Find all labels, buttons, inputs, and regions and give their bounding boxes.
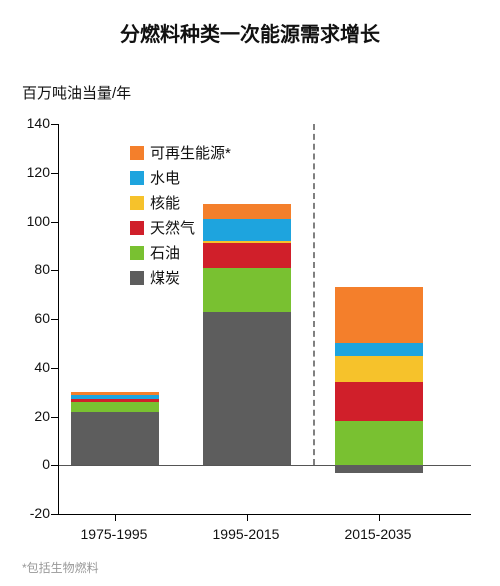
- legend: 可再生能源* 水电核能天然气石油煤炭: [130, 142, 231, 292]
- plot-area: [58, 124, 471, 515]
- legend-swatch: [130, 171, 144, 185]
- legend-item-gas: 天然气: [130, 217, 231, 238]
- legend-label: 核能: [150, 192, 180, 213]
- legend-label: 水电: [150, 167, 180, 188]
- y-tick: [51, 368, 59, 369]
- x-axis-label: 2015-2035: [328, 526, 428, 542]
- y-tick: [51, 124, 59, 125]
- chart-container: 分燃料种类一次能源需求增长 百万吨油当量/年 可再生能源* 水电核能天然气石油煤炭…: [0, 0, 500, 586]
- x-tick: [115, 514, 116, 521]
- legend-label: 石油: [150, 242, 180, 263]
- x-tick: [379, 514, 380, 521]
- legend-label: 煤炭: [150, 267, 180, 288]
- y-tick-label: 40: [14, 359, 50, 375]
- legend-item-nuclear: 核能: [130, 192, 231, 213]
- legend-label: 可再生能源*: [150, 142, 231, 163]
- y-tick: [51, 270, 59, 271]
- legend-swatch: [130, 146, 144, 160]
- bar-segment-oil: [71, 402, 159, 412]
- bar-segment-nuclear: [335, 356, 423, 383]
- y-tick: [51, 465, 59, 466]
- footnote: *包括生物燃料: [22, 559, 99, 576]
- y-tick: [51, 222, 59, 223]
- y-tick: [51, 319, 59, 320]
- y-tick: [51, 514, 59, 515]
- y-tick-label: 140: [14, 115, 50, 131]
- y-tick-label: 80: [14, 261, 50, 277]
- bar-segment-renewable: [335, 287, 423, 343]
- bar-segment-coal: [71, 412, 159, 466]
- bar-segment-hydro: [335, 343, 423, 355]
- forecast-divider: [313, 124, 315, 465]
- bar-segment-gas: [71, 399, 159, 401]
- y-axis-label: 百万吨油当量/年: [22, 82, 131, 103]
- legend-swatch: [130, 221, 144, 235]
- legend-item-hydro: 水电: [130, 167, 231, 188]
- bar-segment-coal: [203, 312, 291, 466]
- y-tick-label: 100: [14, 213, 50, 229]
- legend-swatch: [130, 246, 144, 260]
- y-tick-label: -20: [14, 505, 50, 521]
- y-tick-label: 60: [14, 310, 50, 326]
- bar-segment-gas: [335, 382, 423, 421]
- legend-item-coal: 煤炭: [130, 267, 231, 288]
- bar-segment-hydro: [71, 395, 159, 400]
- bar-segment-renewable: [71, 392, 159, 394]
- legend-swatch: [130, 271, 144, 285]
- legend-label: 天然气: [150, 217, 195, 238]
- legend-item-renewable: 可再生能源*: [130, 142, 231, 163]
- y-tick-label: 120: [14, 164, 50, 180]
- legend-swatch: [130, 196, 144, 210]
- x-axis-label: 1995-2015: [196, 526, 296, 542]
- chart-title: 分燃料种类一次能源需求增长: [0, 18, 500, 47]
- x-axis-label: 1975-1995: [64, 526, 164, 542]
- y-tick-label: 20: [14, 408, 50, 424]
- bar-segment-oil: [335, 421, 423, 465]
- y-tick-label: 0: [14, 456, 50, 472]
- legend-item-oil: 石油: [130, 242, 231, 263]
- x-tick: [247, 514, 248, 521]
- bar-segment-coal: [335, 465, 423, 472]
- y-tick: [51, 173, 59, 174]
- y-tick: [51, 417, 59, 418]
